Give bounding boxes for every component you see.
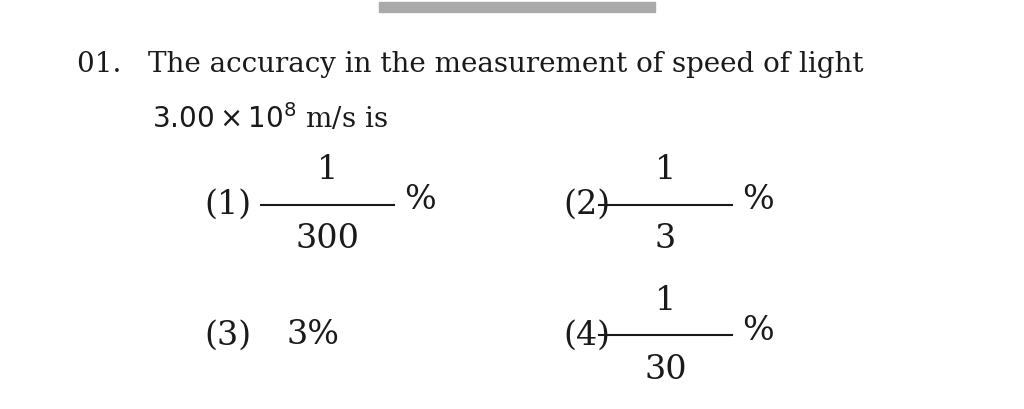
Text: 01.   The accuracy in the measurement of speed of light: 01. The accuracy in the measurement of s… [77, 51, 863, 78]
Text: 30: 30 [644, 354, 687, 386]
Text: %: % [742, 184, 774, 216]
Text: 1: 1 [655, 285, 676, 317]
Text: 300: 300 [296, 223, 359, 255]
Text: (2): (2) [563, 189, 610, 220]
Text: %: % [404, 184, 436, 216]
Text: 3: 3 [655, 223, 676, 255]
Text: 1: 1 [655, 154, 676, 186]
Text: (3): (3) [205, 319, 252, 351]
Text: $3.00 \times 10^{8}$ m/s is: $3.00 \times 10^{8}$ m/s is [152, 102, 387, 134]
Text: 1: 1 [317, 154, 338, 186]
Bar [379, 2, 655, 12]
Text: 3%: 3% [287, 319, 340, 351]
Text: %: % [742, 315, 774, 347]
Text: (1): (1) [205, 189, 252, 220]
Text: (4): (4) [563, 319, 610, 351]
